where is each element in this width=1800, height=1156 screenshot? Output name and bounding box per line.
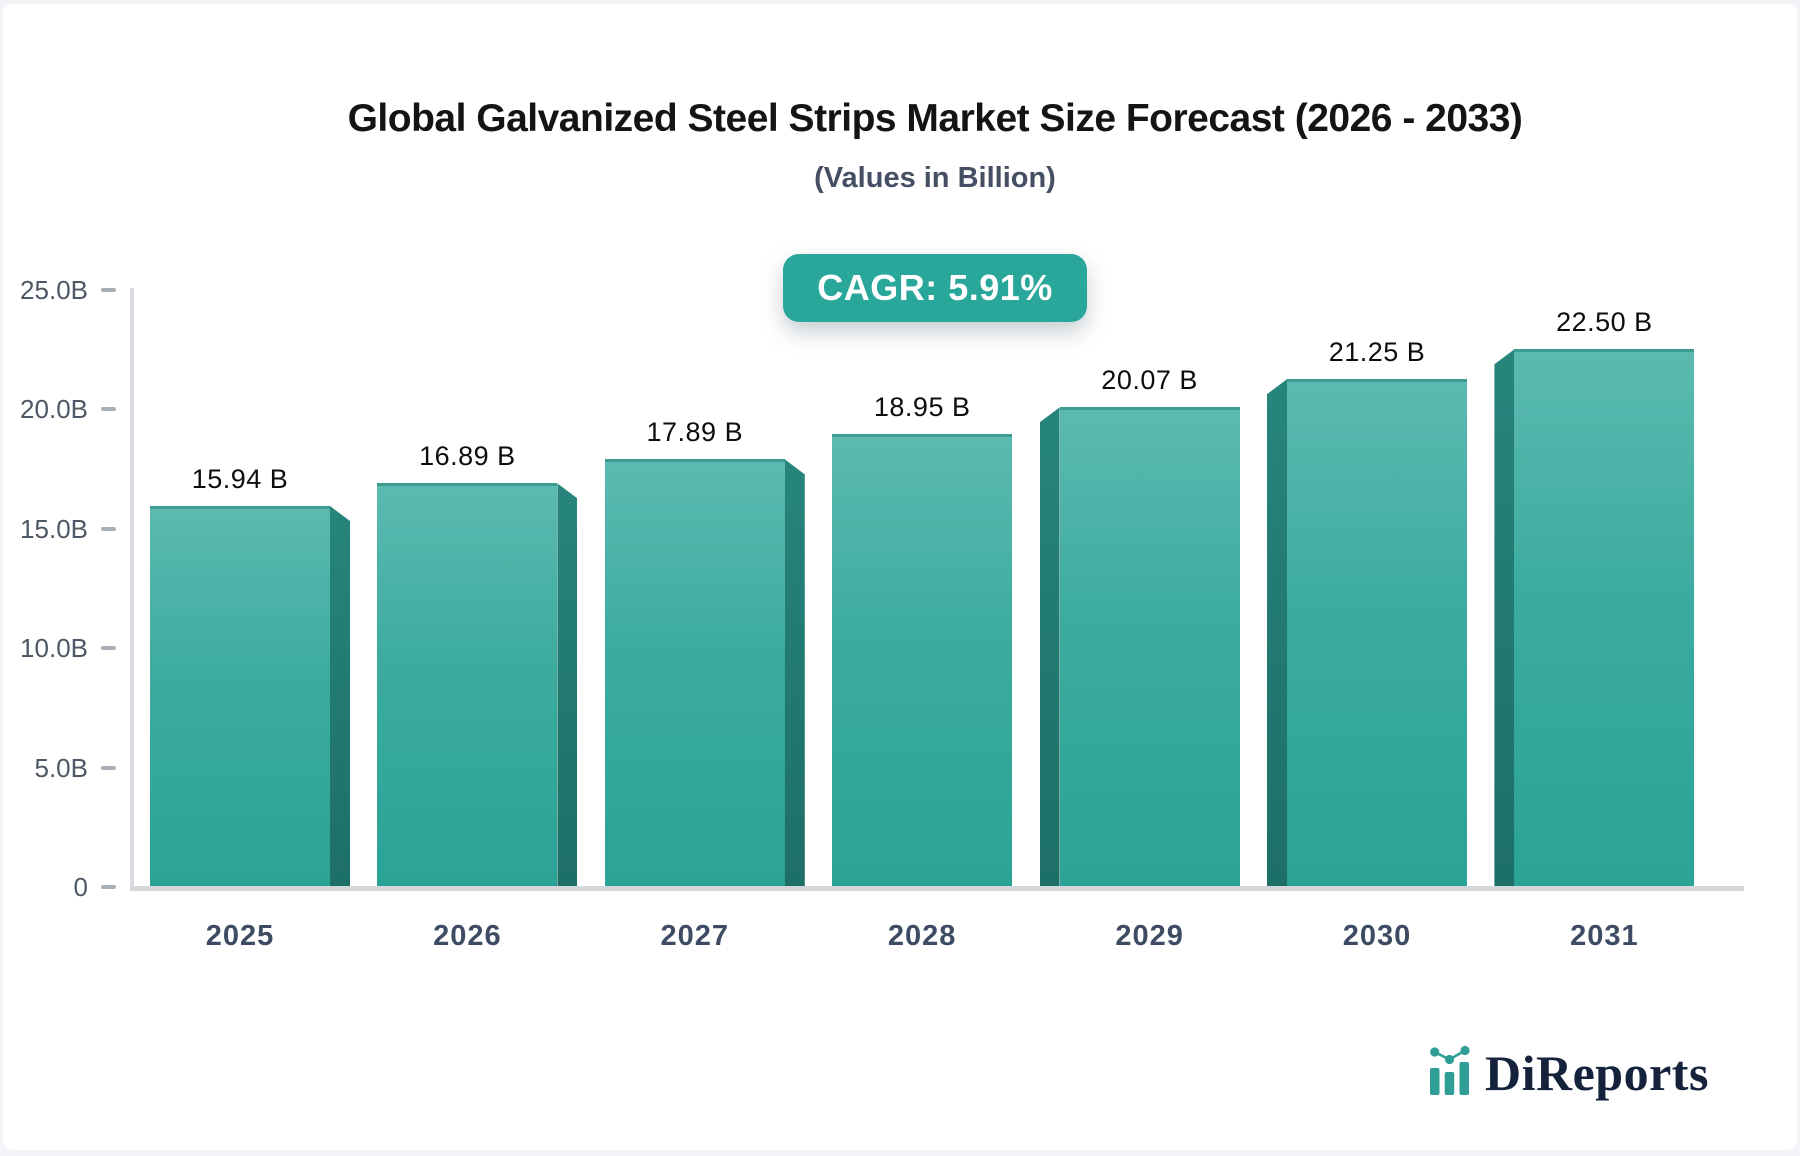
x-tick-label: 2026 [433, 920, 502, 952]
bar-face [150, 506, 330, 889]
bar-value-label: 20.07 B [1101, 365, 1198, 396]
chart-title: Global Galvanized Steel Strips Market Si… [347, 97, 1523, 140]
y-axis-line [130, 288, 134, 891]
direports-logo: DiReports [1429, 1040, 1709, 1100]
direports-logo-text: DiReports [1485, 1045, 1709, 1101]
bar-value-label: 18.95 B [873, 392, 971, 423]
bar-face [604, 459, 785, 889]
bar-face [1514, 349, 1695, 889]
bar-face [1287, 379, 1467, 889]
y-tick [101, 885, 116, 889]
y-tick-label: 15.0B [20, 513, 88, 544]
y-tick-label: 25.0B [20, 274, 88, 305]
bar-side-face [557, 483, 578, 887]
bar-face [377, 483, 558, 889]
bar-face [1059, 407, 1240, 889]
x-tick-label: 2028 [887, 920, 957, 952]
y-tick [101, 407, 116, 411]
bar-value-label: 16.89 B [419, 441, 516, 472]
bar-face [832, 434, 1013, 889]
y-tick [101, 765, 116, 770]
y-tick [101, 526, 116, 531]
x-tick-label: 2029 [1115, 920, 1184, 952]
y-tick-label: 10.0B [20, 633, 88, 663]
x-tick-label: 2031 [1570, 920, 1639, 952]
x-axis-baseline [130, 886, 1744, 891]
y-tick [101, 287, 116, 292]
badge-row: CAGR: 5.91% [70, 254, 1800, 322]
bar-value-label: 15.94 B [191, 464, 289, 495]
y-tick-label: 5.0B [34, 752, 89, 783]
y-tick-label: 0 [73, 872, 88, 902]
x-tick-label: 2025 [205, 920, 275, 952]
bar-value-label: 21.25 B [1328, 337, 1426, 368]
bar-value-label: 17.89 B [646, 417, 744, 448]
bar-side-face [1267, 379, 1287, 887]
bar-side-face [330, 506, 350, 887]
y-tick [101, 646, 116, 650]
y-tick-label: 20.0B [20, 394, 88, 424]
x-tick-label: 2030 [1342, 920, 1412, 952]
bar-side-face [1494, 349, 1515, 887]
bar-side-face [784, 459, 805, 887]
x-tick-label: 2027 [660, 920, 730, 952]
chart-subtitle: (Values in Billion) [814, 162, 1056, 194]
cagr-badge: CAGR: 5.91% [783, 254, 1087, 322]
bar-value-label: 22.50 B [1556, 307, 1653, 338]
bar-side-face [1039, 407, 1060, 887]
direports-logo-icon [1430, 1045, 1470, 1095]
